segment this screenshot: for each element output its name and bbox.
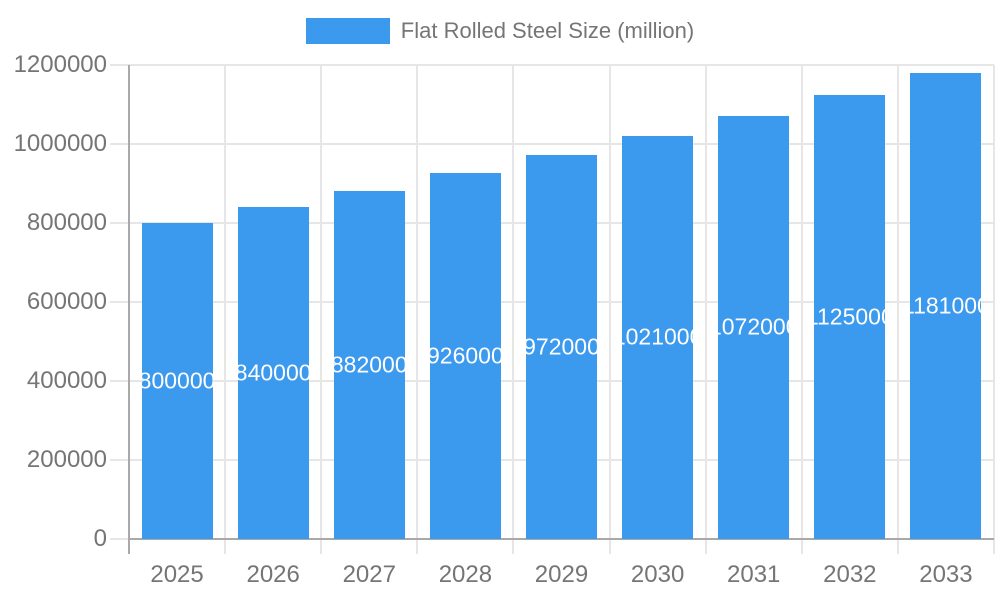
x-axis-tick-label: 2029 [534, 561, 589, 588]
plot-area: 0 200000 400000 600000 800000 1000000 1200000 8… [14, 52, 995, 587]
gridline-horizontal [110, 64, 994, 66]
bar-2027: 882000 [333, 190, 405, 539]
x-axis-tick-label: 2025 [150, 561, 204, 588]
x-axis-tick-label: 2031 [727, 561, 781, 588]
gridline-vertical [896, 65, 899, 554]
bar-value-label: 1125000 [814, 303, 885, 330]
x-axis-tick-label: 2033 [919, 561, 973, 588]
bar-2032: 1125000 [814, 94, 886, 539]
x-axis-tick-label: 2027 [342, 561, 396, 588]
y-axis-tick-label: 800000 [26, 209, 107, 236]
legend-swatch [305, 18, 390, 44]
y-axis-tick-label: 400000 [26, 367, 107, 394]
gridline-vertical [608, 65, 611, 554]
bar-value-label: 882000 [333, 351, 405, 378]
legend-label: Flat Rolled Steel Size (million) [400, 18, 695, 43]
y-axis-line [128, 65, 130, 554]
bar-2031: 1072000 [718, 115, 790, 539]
gridline-vertical [416, 65, 419, 554]
x-axis-tick-label: 2032 [823, 561, 877, 588]
x-axis-tick-label: 2030 [630, 561, 685, 588]
bar-value-label: 926000 [429, 342, 501, 369]
x-axis-line [128, 538, 994, 540]
bar-value-label: 840000 [237, 359, 309, 386]
gridline-vertical [704, 65, 707, 554]
bar-value-label: 1181000 [910, 292, 981, 319]
bar-2028: 926000 [429, 173, 501, 539]
bar-value-label: 1021000 [622, 323, 693, 350]
y-axis-tick-label: 200000 [26, 446, 107, 473]
gridline-vertical [993, 65, 995, 554]
y-axis-tick-label: 600000 [26, 288, 107, 315]
bar-2030: 1021000 [622, 135, 694, 539]
x-axis-tick-label: 2028 [438, 561, 493, 588]
y-axis-tick-label: 0 [93, 525, 107, 552]
y-axis-tick-label: 1000000 [13, 130, 107, 157]
gridline-horizontal [110, 143, 994, 145]
gridline-vertical [224, 65, 227, 554]
gridline-vertical [800, 65, 803, 554]
gridline-vertical [320, 65, 323, 554]
bar-2026: 840000 [237, 207, 309, 539]
bar-value-label: 800000 [141, 367, 213, 394]
x-axis-tick-label: 2026 [246, 561, 300, 588]
bar-2029: 972000 [526, 155, 597, 539]
bar-2025: 800000 [141, 223, 213, 539]
bar-value-label: 972000 [526, 333, 597, 360]
legend: Flat Rolled Steel Size (million) [0, 18, 1000, 44]
gridline-vertical [512, 65, 515, 554]
y-axis-tick-label: 1200000 [13, 51, 107, 78]
bar-2033: 1181000 [910, 72, 982, 539]
bar-value-label: 1072000 [718, 313, 789, 340]
